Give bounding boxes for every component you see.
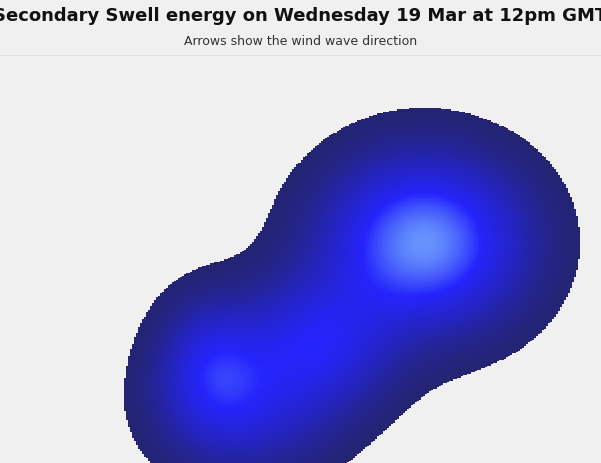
- Text: Arrows show the wind wave direction: Arrows show the wind wave direction: [184, 35, 417, 48]
- Text: Secondary Swell energy on Wednesday 19 Mar at 12pm GMT: Secondary Swell energy on Wednesday 19 M…: [0, 6, 601, 25]
